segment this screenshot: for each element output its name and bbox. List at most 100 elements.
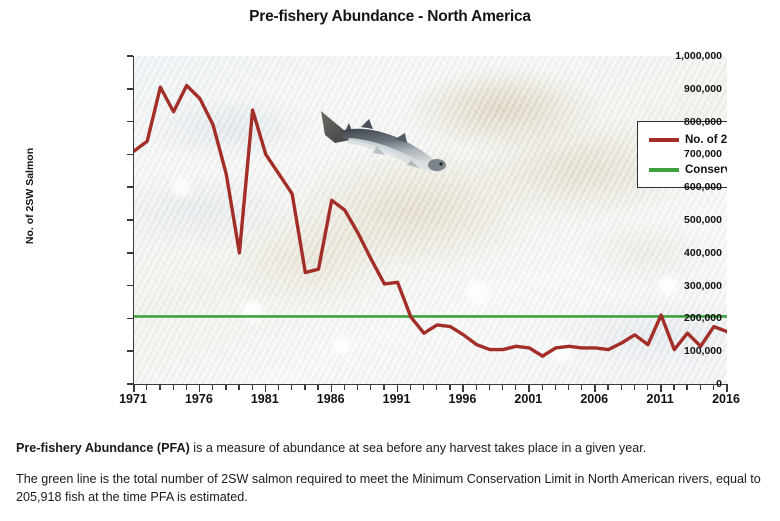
caption-pfa-rest: is a measure of abundance at sea before … <box>189 441 647 455</box>
x-axis-minor-tick <box>699 384 701 390</box>
y-axis-tick <box>127 55 133 57</box>
y-axis-tick-label: 200,000 <box>684 312 722 325</box>
x-axis-tick-label: 1976 <box>184 392 213 406</box>
y-axis-tick <box>127 252 133 254</box>
x-axis-minor-tick <box>567 384 570 390</box>
y-axis-tick-label: 900,000 <box>684 82 722 95</box>
x-axis-minor-tick <box>620 384 622 390</box>
x-axis-tick-label: 1991 <box>382 392 411 406</box>
x-axis-major-tick <box>330 384 333 392</box>
x-axis-minor-tick <box>515 384 517 390</box>
x-axis-tick-label: 1971 <box>119 392 147 406</box>
y-axis-tick <box>127 186 133 188</box>
x-axis-minor-tick <box>291 384 293 390</box>
page-title: Pre-fishery Abundance - North America <box>249 8 531 25</box>
y-axis-tick-label: 300,000 <box>684 279 722 292</box>
leaping-salmon-image <box>321 111 446 172</box>
chart-lines <box>134 56 727 384</box>
y-axis-tick-label: 1,000,000 <box>675 50 722 62</box>
legend-item-conservation: Conservation Minimum <box>649 164 727 176</box>
y-axis-tick <box>127 383 133 385</box>
caption-paragraph-1: Pre-fishery Abundance (PFA) is a measure… <box>16 440 768 458</box>
x-axis-minor-tick <box>607 384 609 390</box>
x-axis-tick-label: 2016 <box>712 392 740 406</box>
x-axis-minor-tick <box>436 384 438 390</box>
x-axis-minor-tick <box>159 384 161 390</box>
x-axis-minor-tick <box>304 384 306 390</box>
x-axis-minor-tick <box>501 384 504 390</box>
y-axis-tick <box>127 317 133 320</box>
x-axis-minor-tick <box>712 384 715 390</box>
x-axis-major-tick <box>528 384 530 392</box>
x-axis-tick-label: 1981 <box>250 392 279 406</box>
x-axis-major-tick <box>264 384 267 392</box>
y-axis-tick-label: 400,000 <box>684 246 722 259</box>
salmon-abundance-line <box>134 86 727 357</box>
legend-swatch-salmon <box>649 138 679 142</box>
y-axis-tick <box>127 120 133 123</box>
y-axis-tick <box>127 284 133 287</box>
legend-item-salmon: No. of 2SW Salmon <box>649 134 727 146</box>
x-axis-minor-tick <box>422 384 425 390</box>
x-axis-minor-tick <box>238 384 240 390</box>
x-axis-minor-tick <box>343 384 346 390</box>
x-axis-minor-tick <box>633 384 636 390</box>
x-axis-major-tick <box>133 384 135 392</box>
x-axis-tick-label: 2011 <box>646 392 674 406</box>
x-axis-minor-tick <box>185 384 187 390</box>
x-axis-ticks <box>133 384 728 392</box>
y-axis-tick-label: 500,000 <box>684 214 722 226</box>
x-axis-minor-tick <box>383 384 385 390</box>
legend-swatch-conservation <box>649 168 679 172</box>
x-axis-minor-tick <box>317 384 319 390</box>
x-axis-minor-tick <box>251 384 253 390</box>
y-axis-tick <box>127 153 133 156</box>
x-axis-minor-tick <box>673 384 675 390</box>
x-axis-tick-label: 1996 <box>448 392 477 406</box>
x-axis-minor-tick <box>172 384 174 390</box>
x-axis-minor-tick <box>488 384 491 390</box>
x-axis-minor-tick <box>646 384 649 390</box>
x-axis-minor-tick <box>409 384 412 390</box>
x-axis-labels: 1971 1976 1981 1986 1991 1996 2001 2006 2011 2016 <box>0 392 780 412</box>
x-axis-minor-tick <box>277 384 280 390</box>
x-axis-major-tick <box>462 384 465 392</box>
x-axis-minor-tick <box>541 384 543 390</box>
caption-paragraph-2: The green line is the total number of 2S… <box>16 471 761 504</box>
x-axis-minor-tick <box>449 384 451 390</box>
y-axis-tick-label: 0 <box>716 378 722 390</box>
x-axis-tick-label: 2006 <box>580 392 609 406</box>
x-axis-major-tick <box>594 384 596 392</box>
x-axis-minor-tick <box>686 384 688 390</box>
plot-area: No. of 2SW Salmon Conservation Minimum <box>133 56 727 385</box>
x-axis-tick-label: 1986 <box>316 392 345 406</box>
y-axis-tick <box>127 350 133 352</box>
y-axis: No. of 2SW Salmon <box>0 0 133 440</box>
x-axis-major-tick <box>726 384 728 392</box>
y-axis-tick-label: 800,000 <box>684 115 722 128</box>
x-axis-tick-label: 2001 <box>514 392 543 406</box>
chart-legend: No. of 2SW Salmon Conservation Minimum <box>637 121 727 188</box>
y-axis-title: No. of 2SW Salmon <box>24 147 37 245</box>
caption-pfa-term: Pre-fishery Abundance (PFA) <box>16 441 190 455</box>
x-axis-major-tick <box>660 384 662 392</box>
x-axis-minor-tick <box>357 384 359 390</box>
x-axis-minor-tick <box>370 384 372 390</box>
x-axis-minor-tick <box>475 384 477 390</box>
y-axis-tick-label: 700,000 <box>684 148 722 161</box>
x-axis-minor-tick <box>554 384 556 390</box>
x-axis-minor-tick <box>212 384 214 390</box>
x-axis-major-tick <box>396 384 399 392</box>
legend-label-salmon: No. of 2SW Salmon <box>685 134 727 146</box>
x-axis-minor-tick <box>581 384 583 390</box>
y-axis-tick-label: 100,000 <box>684 345 722 358</box>
y-axis-tick <box>127 219 133 221</box>
caption-block: Pre-fishery Abundance (PFA) is a measure… <box>16 440 768 507</box>
x-axis-minor-tick <box>146 384 148 390</box>
y-axis-tick <box>127 88 133 90</box>
y-axis-tick-label: 600,000 <box>684 181 722 194</box>
x-axis-minor-tick <box>225 384 227 390</box>
x-axis-major-tick <box>198 384 201 392</box>
legend-label-conservation: Conservation Minimum <box>685 164 727 176</box>
